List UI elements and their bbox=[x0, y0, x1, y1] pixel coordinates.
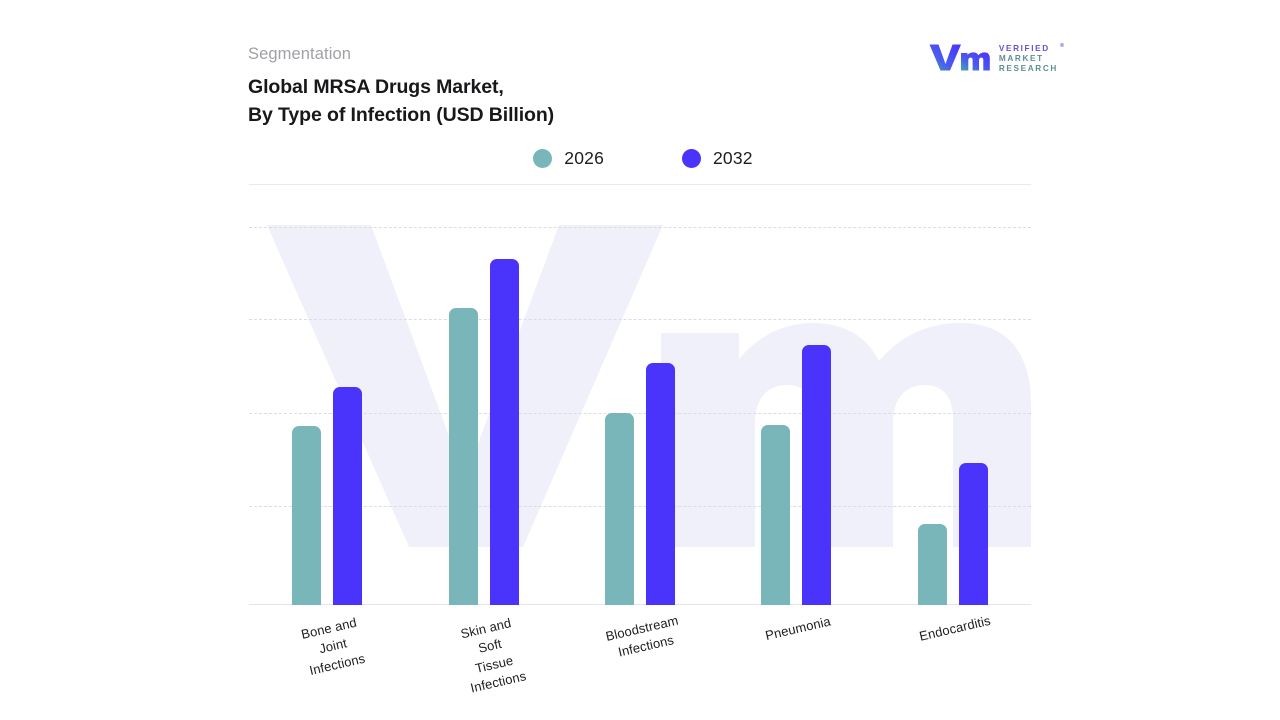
bar-group bbox=[562, 225, 718, 605]
gridline-4 bbox=[249, 506, 1031, 507]
bar-2026-1[interactable] bbox=[448, 307, 478, 605]
legend-item-2032[interactable]: 2032 bbox=[682, 148, 753, 169]
segmentation-eyebrow: Segmentation bbox=[248, 45, 352, 63]
gridline-2 bbox=[249, 319, 1031, 320]
logo-wordmark: VERIFIED MARKET RESEARCH ® bbox=[998, 43, 1064, 74]
x-axis-baseline bbox=[249, 604, 1031, 605]
category-label-0: Bone and Joint Infections bbox=[299, 614, 367, 678]
page-title-line-1: Global MRSA Drugs Market, bbox=[248, 75, 504, 98]
bar-group bbox=[405, 225, 561, 605]
bar-group bbox=[249, 225, 405, 605]
vmr-monogram-icon bbox=[928, 42, 990, 77]
category-label-cell: Skin and Soft Tissue Infections bbox=[405, 606, 561, 706]
x-axis-category-labels: Bone and Joint Infections Skin and Soft T… bbox=[249, 606, 1031, 706]
category-label-3: Pneumonia bbox=[764, 613, 833, 644]
verified-market-research-logo: VERIFIED MARKET RESEARCH ® bbox=[928, 42, 1064, 77]
bar-2026-3[interactable] bbox=[761, 425, 791, 605]
legend-label-2032: 2032 bbox=[713, 148, 753, 168]
bar-2026-4[interactable] bbox=[917, 524, 947, 605]
category-label-cell: Endocarditis bbox=[875, 606, 1031, 706]
bar-2032-0[interactable] bbox=[333, 387, 363, 605]
bar-2032-2[interactable] bbox=[646, 362, 676, 605]
gridline-3 bbox=[249, 413, 1031, 414]
bar-2026-2[interactable] bbox=[605, 413, 635, 605]
bar-2032-1[interactable] bbox=[489, 259, 519, 605]
logo-line-market: MARKET bbox=[998, 54, 1044, 64]
category-label-cell: Pneumonia bbox=[718, 606, 874, 706]
logo-line-verified: VERIFIED bbox=[998, 44, 1050, 54]
category-label-4: Endocarditis bbox=[917, 612, 992, 644]
chart-legend: 2026 2032 bbox=[248, 148, 1038, 169]
chart-header: Segmentation Global MRSA Drugs Market, B… bbox=[248, 44, 1038, 130]
bar-2032-4[interactable] bbox=[958, 462, 988, 605]
registered-trademark-icon: ® bbox=[1059, 43, 1064, 50]
header-divider bbox=[249, 184, 1031, 185]
category-label-cell: Bloodstream Infections bbox=[562, 606, 718, 706]
bar-group bbox=[875, 225, 1031, 605]
logo-line-research: RESEARCH bbox=[998, 64, 1058, 74]
legend-swatch-2026 bbox=[533, 149, 553, 168]
category-label-1: Skin and Soft Tissue Infections bbox=[458, 615, 528, 696]
bar-2026-0[interactable] bbox=[292, 426, 322, 605]
bar-group bbox=[718, 225, 874, 605]
category-label-2: Bloodstream Infections bbox=[604, 612, 680, 660]
legend-item-2026[interactable]: 2026 bbox=[533, 148, 604, 169]
page-title-line-2: By Type of Infection (USD Billion) bbox=[248, 104, 555, 127]
gridline-1 bbox=[249, 227, 1031, 228]
page-title: Global MRSA Drugs Market, By Type of Inf… bbox=[248, 73, 1038, 131]
bar-groups bbox=[249, 225, 1031, 605]
bar-2032-3[interactable] bbox=[802, 344, 832, 605]
category-label-cell: Bone and Joint Infections bbox=[249, 606, 405, 706]
legend-label-2026: 2026 bbox=[564, 148, 604, 168]
chart-plot-area bbox=[249, 225, 1031, 605]
legend-swatch-2032 bbox=[682, 149, 701, 168]
